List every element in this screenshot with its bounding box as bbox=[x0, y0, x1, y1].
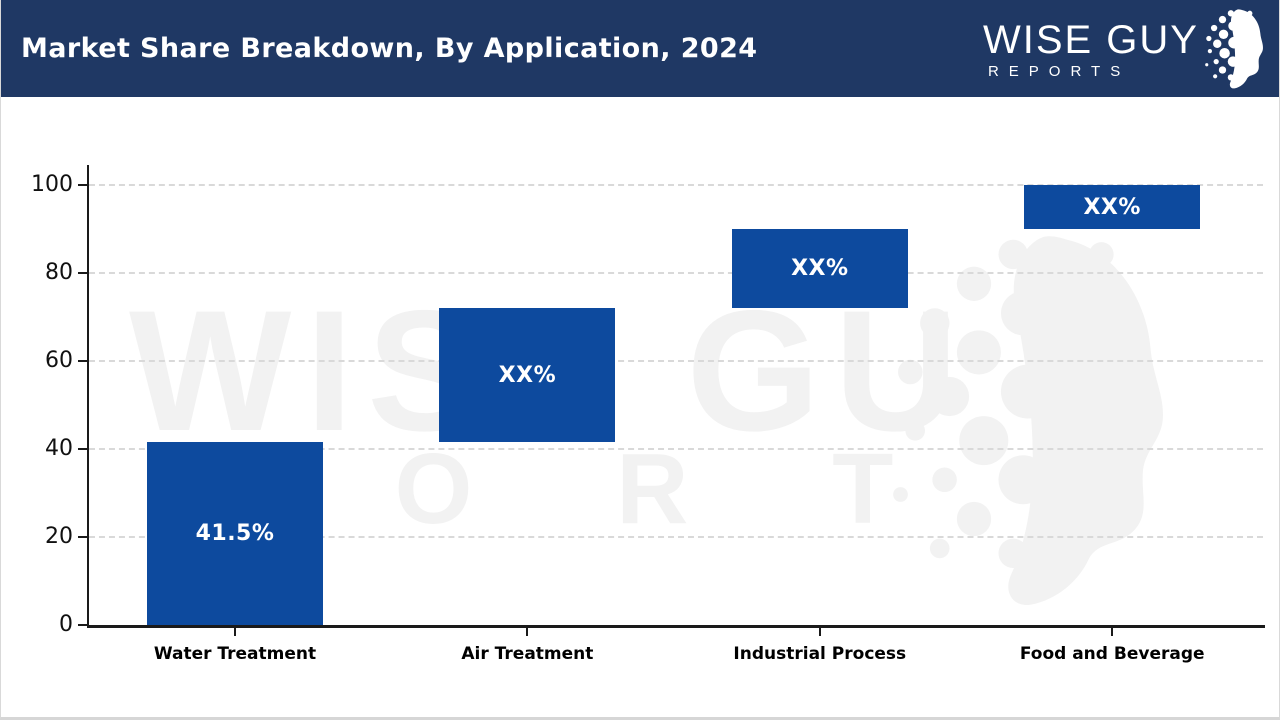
logo-wordmark-line2: REPORTS bbox=[987, 62, 1131, 80]
x-tick-mark bbox=[818, 628, 821, 636]
y-tick-mark bbox=[78, 536, 87, 538]
y-tick-mark bbox=[78, 360, 87, 362]
bar-air-treatment: XX% bbox=[439, 308, 616, 443]
y-tick-mark bbox=[78, 448, 87, 450]
header-bar: Market Share Breakdown, By Application, … bbox=[1, 0, 1279, 97]
bar-value-label: XX% bbox=[498, 362, 557, 388]
x-category-label: Industrial Process bbox=[733, 644, 907, 664]
logo-wordmark-line1: WISE GUY bbox=[982, 17, 1199, 62]
y-tick-mark bbox=[78, 272, 87, 274]
y-tick-label: 80 bbox=[45, 260, 73, 285]
gridline bbox=[89, 536, 1263, 538]
y-tick-label: 60 bbox=[45, 348, 73, 373]
bar-food-and-beverage: XX% bbox=[1024, 185, 1201, 229]
wise-guy-head-icon bbox=[1205, 9, 1263, 89]
x-tick-mark bbox=[234, 628, 236, 636]
y-axis bbox=[87, 165, 89, 627]
y-tick-label: 20 bbox=[45, 524, 73, 549]
x-tick-mark bbox=[1111, 628, 1114, 636]
x-tick-mark bbox=[526, 628, 529, 636]
page-title: Market Share Breakdown, By Application, … bbox=[21, 33, 758, 64]
y-tick-mark bbox=[78, 184, 87, 186]
y-tick-label: 0 bbox=[59, 612, 73, 637]
logo-wordmark: WISE GUY REPORTS bbox=[983, 19, 1199, 80]
plot-area: 0 20 40 60 80 100 41.5% Water Treatment XX% Air T… bbox=[31, 165, 1265, 664]
x-category-label: Food and Beverage bbox=[1019, 644, 1205, 664]
gridline bbox=[89, 272, 1263, 274]
bar-value-label: 41.5% bbox=[195, 521, 275, 547]
chart-area: WISE GU P O R T S 0 20 40 60 80 100 41.5% Water… bbox=[1, 97, 1279, 717]
x-axis bbox=[87, 625, 1265, 628]
bar-value-label: XX% bbox=[1083, 194, 1141, 220]
bar-industrial-process: XX% bbox=[731, 229, 908, 309]
gridline bbox=[89, 184, 1263, 186]
gridline bbox=[89, 448, 1263, 450]
y-tick-label: 40 bbox=[45, 436, 73, 461]
wise-guy-logo: WISE GUY REPORTS bbox=[983, 6, 1265, 92]
y-tick-mark bbox=[78, 624, 87, 626]
x-category-label: Air Treatment bbox=[461, 644, 594, 664]
x-category-label: Water Treatment bbox=[153, 644, 317, 664]
bar-value-label: XX% bbox=[791, 256, 849, 282]
gridline bbox=[89, 360, 1263, 362]
bar-water-treatment: 41.5% bbox=[147, 442, 323, 625]
y-tick-label: 100 bbox=[31, 172, 73, 197]
